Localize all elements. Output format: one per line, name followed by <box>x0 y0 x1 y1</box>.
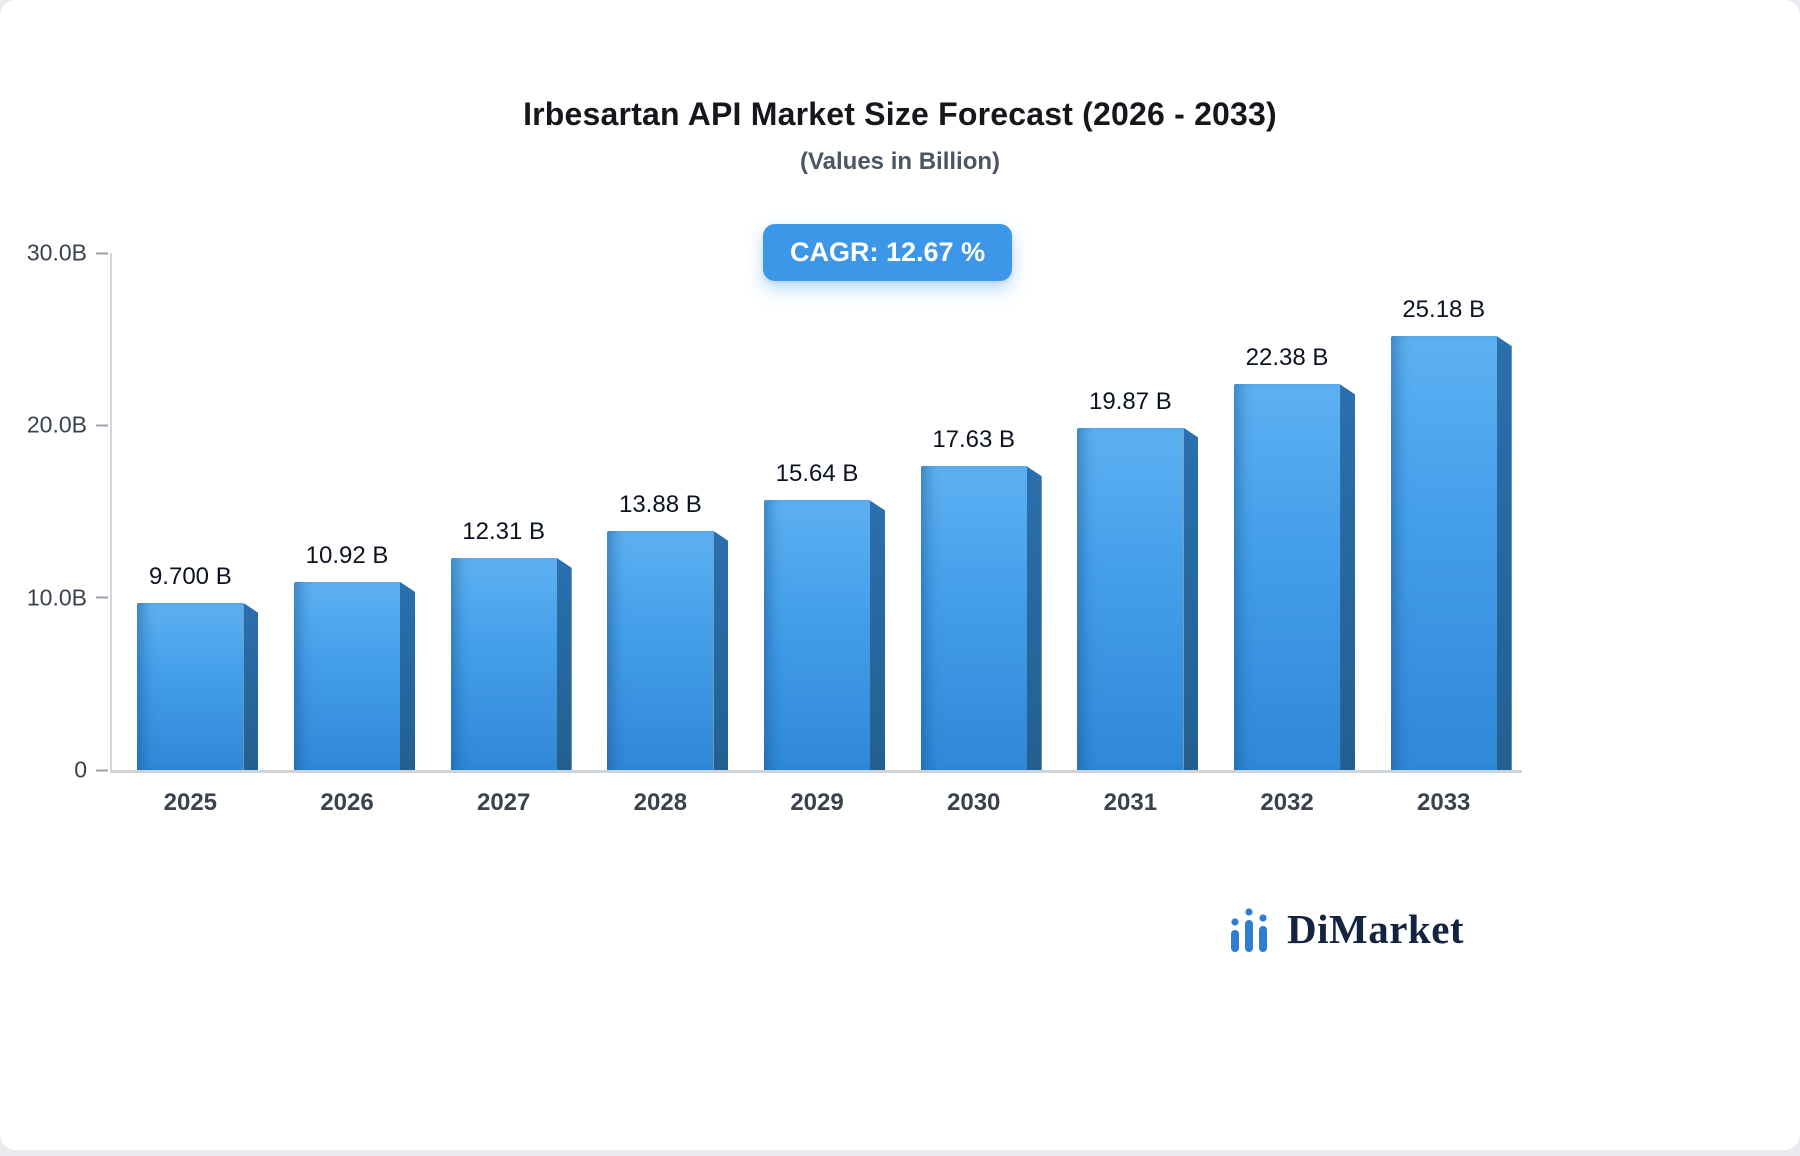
y-axis-tick: 20.0B <box>0 412 108 439</box>
bar-side-face <box>1026 466 1042 770</box>
x-axis-label: 2025 <box>163 789 218 816</box>
y-axis: 0 10.0B 20.0B 30.0B <box>0 240 108 783</box>
bar-slot: 13.88 B 2028 <box>582 253 739 816</box>
bar-value-label: 25.18 B <box>1402 296 1486 324</box>
bar-value-label: 22.38 B <box>1245 344 1329 372</box>
bar-value-label: 9.700 B <box>148 562 232 590</box>
bar: 19.87 B <box>1077 388 1199 770</box>
y-axis-tick-label: 20.0B <box>26 411 87 438</box>
x-axis-label: 2031 <box>1103 789 1158 816</box>
x-axis-label: 2033 <box>1417 789 1471 816</box>
bar-value-label: 19.87 B <box>1088 387 1172 415</box>
bar: 25.18 B <box>1390 296 1512 770</box>
bar: 17.63 B <box>920 426 1042 770</box>
bar: 10.92 B <box>294 542 415 770</box>
y-axis-tick-label: 30.0B <box>26 239 87 266</box>
y-axis-tick: 0 <box>0 757 108 784</box>
x-axis-label: 2029 <box>790 789 844 816</box>
bar-slot: 19.87 B 2031 <box>1052 253 1209 816</box>
bar-side-face <box>1340 384 1356 770</box>
bar-value-label: 13.88 B <box>618 490 702 518</box>
bar-slot: 9.700 B 2025 <box>112 253 269 816</box>
bar-side-face <box>870 500 886 770</box>
bar-slot: 22.38 B 2032 <box>1209 253 1366 816</box>
chart-subtitle: (Values in Billion) <box>799 148 1001 175</box>
bar-slot: 10.92 B 2026 <box>269 253 426 816</box>
bar: 13.88 B <box>607 491 729 770</box>
y-axis-tick-mark <box>96 252 108 254</box>
bar: 12.31 B <box>450 518 572 770</box>
bar: 22.38 B <box>1234 344 1356 770</box>
logo-text: DiMarket <box>1287 906 1465 952</box>
x-axis-label: 2030 <box>947 789 1001 816</box>
bar: 15.64 B <box>764 460 886 770</box>
bar-side-face <box>400 581 415 770</box>
bar-side-face <box>243 602 259 770</box>
bar-side-face <box>1183 427 1199 770</box>
bar-slot: 17.63 B 2030 <box>895 253 1052 816</box>
bar-value-label: 12.31 B <box>462 517 546 545</box>
bar-value-label: 17.63 B <box>932 426 1016 454</box>
y-axis-tick: 30.0B <box>0 240 108 267</box>
x-axis-label: 2026 <box>320 789 374 816</box>
y-axis-tick-label: 10.0B <box>26 584 87 611</box>
y-axis-tick-label: 0 <box>74 756 87 783</box>
x-axis-label: 2032 <box>1260 789 1314 816</box>
bar-slot: 12.31 B 2027 <box>425 253 582 816</box>
y-axis-tick-mark <box>96 424 108 427</box>
bar-value-label: 15.64 B <box>775 460 859 488</box>
bar-side-face <box>713 530 729 770</box>
y-axis-tick-mark <box>96 596 108 599</box>
chart-title: Irbesartan API Market Size Forecast (202… <box>523 96 1277 132</box>
x-axis-label: 2028 <box>633 789 688 816</box>
bar-chart-logo-icon <box>1231 908 1267 952</box>
bar-slot: 25.18 B 2033 <box>1365 253 1522 816</box>
cagr-badge: CAGR: 12.67 % <box>763 224 1013 281</box>
y-axis-tick-mark <box>96 769 108 771</box>
bars-row: 9.700 B 2025 10.92 B 2026 12.31 B 2027 13.88 B… <box>112 253 1522 816</box>
bar-side-face <box>1496 336 1512 770</box>
bar: 9.700 B <box>137 563 259 770</box>
dimarket-logo: DiMarket <box>1228 903 1464 955</box>
y-axis-tick: 10.0B <box>0 584 108 611</box>
bar-value-label: 10.92 B <box>305 541 389 569</box>
bar-side-face <box>556 557 572 770</box>
plot-area: 9.700 B 2025 10.92 B 2026 12.31 B 2027 13.88 B… <box>110 253 1522 816</box>
x-axis-label: 2027 <box>476 789 531 816</box>
bar-slot: 15.64 B 2029 <box>739 253 896 816</box>
